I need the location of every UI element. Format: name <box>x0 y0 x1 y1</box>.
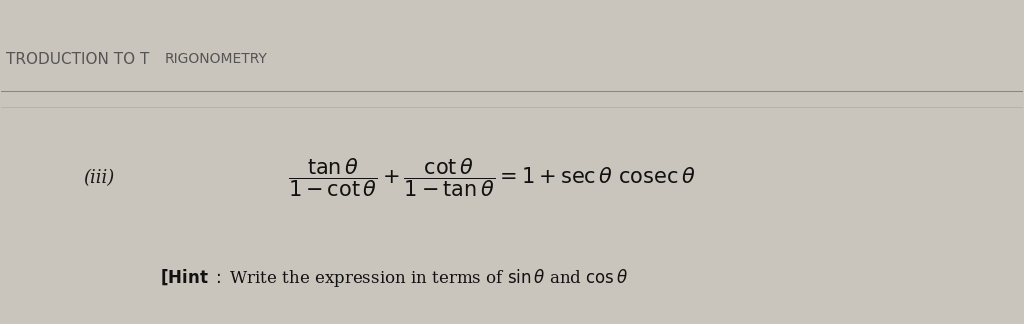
Text: (iii): (iii) <box>83 169 114 187</box>
Text: $\dfrac{\tan\theta}{1-\cot\theta}+\dfrac{\cot\theta}{1-\tan\theta}=1+\sec\theta\: $\dfrac{\tan\theta}{1-\cot\theta}+\dfrac… <box>288 157 695 199</box>
Text: RIGONOMETRY: RIGONOMETRY <box>165 52 267 66</box>
Text: $\mathbf{[Hint}$ $:$ Write the expression in terms of $\sin\theta$ and $\cos\the: $\mathbf{[Hint}$ $:$ Write the expressio… <box>160 267 628 289</box>
Text: TRODUCTION TO T: TRODUCTION TO T <box>6 52 150 67</box>
